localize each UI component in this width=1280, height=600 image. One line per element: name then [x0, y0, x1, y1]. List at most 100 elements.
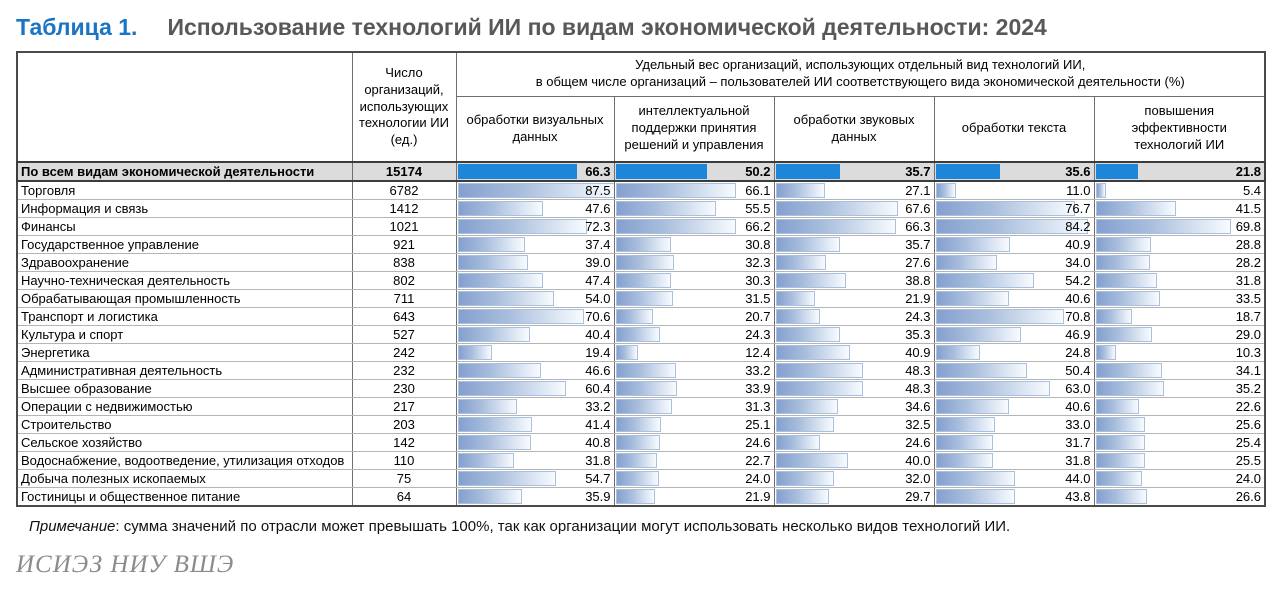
value-cell: 35.7	[773, 235, 935, 254]
table-row: Финансы 1021 72.3 66.2 66.3 84.2 69.8	[16, 217, 1266, 236]
value-label: 35.3	[905, 327, 931, 342]
data-bar	[935, 381, 1050, 396]
value-cell: 44.0	[933, 469, 1095, 488]
data-bar	[615, 237, 672, 252]
column-header-visual-data: обработки визуальных данных	[455, 95, 615, 163]
value-label: 20.7	[745, 309, 771, 324]
value-cell: 21.9	[773, 289, 935, 308]
data-bar	[775, 345, 850, 360]
value-cell: 24.6	[613, 433, 775, 452]
value-cell: 22.6	[1093, 397, 1266, 416]
value-label: 40.8	[585, 435, 611, 450]
data-bar	[457, 489, 522, 504]
activity-cell: Энергетика	[16, 343, 353, 362]
activity-cell: Культура и спорт	[16, 325, 353, 344]
value-label: 22.6	[1235, 399, 1262, 414]
value-label: 27.1	[905, 183, 931, 198]
value-label: 76.7	[1065, 201, 1091, 216]
value-cell: 32.3	[613, 253, 775, 272]
value-cell: 40.6	[933, 289, 1095, 308]
activity-cell: Строительство	[16, 415, 353, 434]
data-bar	[775, 381, 864, 396]
value-label: 60.4	[585, 381, 611, 396]
value-cell: 35.7	[773, 161, 935, 182]
data-bar	[935, 363, 1028, 378]
value-cell: 35.9	[455, 487, 615, 507]
value-label: 35.7	[905, 237, 931, 252]
value-cell: 40.8	[455, 433, 615, 452]
value-label: 30.8	[745, 237, 771, 252]
table-body: По всем видам экономической деятельности…	[16, 161, 1267, 507]
value-cell: 31.8	[933, 451, 1095, 470]
data-bar	[1095, 164, 1138, 179]
data-bar	[935, 237, 1010, 252]
value-label: 32.0	[905, 471, 931, 486]
value-label: 66.1	[745, 183, 771, 198]
table-row: Гостиницы и общественное питание 64 35.9 21…	[16, 487, 1266, 507]
issek-hse-watermark: ИСИЭЗ НИУ ВШЭ	[16, 551, 235, 578]
activity-cell: Административная деятельность	[16, 361, 353, 380]
data-bar	[457, 381, 566, 396]
value-cell: 87.5	[455, 180, 615, 200]
value-label: 54.2	[1065, 273, 1091, 288]
value-cell: 37.4	[455, 235, 615, 254]
value-cell: 41.5	[1093, 199, 1266, 218]
value-cell: 47.4	[455, 271, 615, 290]
data-bar	[775, 201, 899, 216]
value-cell: 26.6	[1093, 487, 1266, 507]
page: Таблица 1. Использование технологий ИИ по…	[16, 14, 1267, 578]
table-row: Административная деятельность 232 46.6 33.2…	[16, 361, 1266, 380]
table-row: Информация и связь 1412 47.6 55.5 67.6 76.7 41…	[16, 199, 1266, 218]
data-bar	[775, 183, 825, 198]
table-row: Транспорт и логистика 643 70.6 20.7 24.3 70.8…	[16, 307, 1266, 326]
activity-cell: Информация и связь	[16, 199, 353, 218]
data-bar	[775, 453, 849, 468]
value-cell: 43.8	[933, 487, 1095, 507]
data-bar	[775, 219, 897, 234]
value-cell: 10.3	[1093, 343, 1266, 362]
value-label: 40.0	[905, 453, 931, 468]
value-label: 33.0	[1065, 417, 1091, 432]
value-cell: 33.9	[613, 379, 775, 398]
value-label: 46.9	[1065, 327, 1091, 342]
value-label: 40.4	[585, 327, 611, 342]
data-bar	[1095, 489, 1148, 504]
value-label: 44.0	[1065, 471, 1091, 486]
note: Примечание: сумма значений по отрасли мо…	[29, 518, 1264, 535]
data-bar	[615, 399, 673, 414]
value-label: 30.3	[745, 273, 771, 288]
table-row: Строительство 203 41.4 25.1 32.5 33.0 25.6	[16, 415, 1266, 434]
value-cell: 33.5	[1093, 289, 1266, 308]
value-cell: 34.1	[1093, 361, 1266, 380]
org-count-cell: 802	[351, 271, 457, 290]
value-label: 66.3	[905, 219, 931, 234]
table-row: Торговля 6782 87.5 66.1 27.1 11.0 5.4	[16, 180, 1266, 200]
value-label: 35.9	[585, 489, 611, 504]
value-label: 33.2	[745, 363, 771, 378]
activity-cell: Высшее образование	[16, 379, 353, 398]
data-bar	[457, 363, 542, 378]
org-count-cell: 838	[351, 253, 457, 272]
data-bar	[1095, 273, 1158, 288]
value-cell: 69.8	[1093, 217, 1266, 236]
value-cell: 21.9	[613, 487, 775, 507]
table-header: Число организаций, использующих технолог…	[16, 51, 1266, 163]
value-cell: 35.2	[1093, 379, 1266, 398]
data-bar	[775, 327, 840, 342]
value-label: 48.3	[905, 381, 931, 396]
activity-cell: Гостиницы и общественное питание	[16, 487, 353, 507]
value-cell: 50.2	[613, 161, 775, 182]
data-bar	[457, 399, 517, 414]
value-cell: 39.0	[455, 253, 615, 272]
activity-cell: Обрабатывающая промышленность	[16, 289, 353, 308]
org-count-cell: 6782	[351, 180, 457, 200]
value-label: 19.4	[585, 345, 611, 360]
value-cell: 66.3	[773, 217, 935, 236]
value-cell: 40.4	[455, 325, 615, 344]
value-label: 41.4	[585, 417, 611, 432]
value-label: 21.9	[745, 489, 771, 504]
value-cell: 33.0	[933, 415, 1095, 434]
data-bar	[1095, 237, 1152, 252]
value-label: 31.3	[745, 399, 771, 414]
value-label: 25.1	[745, 417, 771, 432]
